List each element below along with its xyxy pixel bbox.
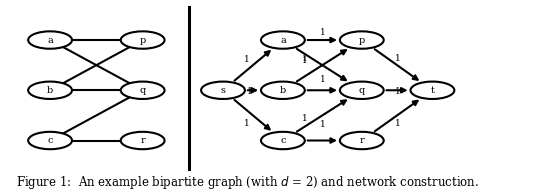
Circle shape: [201, 82, 245, 99]
Text: 1: 1: [301, 114, 307, 123]
Text: 1: 1: [394, 87, 400, 96]
Circle shape: [340, 82, 384, 99]
Text: 1: 1: [301, 54, 307, 63]
Text: b: b: [280, 86, 286, 95]
Text: p: p: [358, 35, 365, 44]
Circle shape: [28, 31, 72, 49]
Circle shape: [28, 132, 72, 149]
Text: 1: 1: [394, 119, 400, 128]
Text: 1: 1: [247, 87, 252, 96]
Circle shape: [28, 82, 72, 99]
Circle shape: [261, 82, 305, 99]
Circle shape: [340, 132, 384, 149]
Text: 1: 1: [394, 54, 400, 63]
Text: Figure 1:  An example bipartite graph (with $d$ = 2) and network construction.: Figure 1: An example bipartite graph (wi…: [16, 174, 479, 191]
Text: 1: 1: [301, 56, 307, 65]
Text: p: p: [139, 35, 146, 44]
Circle shape: [121, 132, 164, 149]
Text: q: q: [139, 86, 146, 95]
Circle shape: [261, 31, 305, 49]
Text: c: c: [280, 136, 286, 145]
Circle shape: [411, 82, 454, 99]
Circle shape: [261, 132, 305, 149]
Text: q: q: [358, 86, 365, 95]
Text: r: r: [360, 136, 364, 145]
Text: t: t: [430, 86, 434, 95]
Text: r: r: [140, 136, 145, 145]
Text: b: b: [47, 86, 53, 95]
Text: 1: 1: [244, 119, 249, 128]
Text: 1: 1: [319, 74, 325, 83]
Text: 1: 1: [244, 55, 249, 64]
Circle shape: [340, 31, 384, 49]
Circle shape: [121, 31, 164, 49]
Text: a: a: [47, 35, 53, 44]
Text: a: a: [280, 35, 286, 44]
Text: 1: 1: [319, 120, 325, 129]
Text: 1: 1: [319, 28, 325, 37]
Text: c: c: [47, 136, 53, 145]
Circle shape: [121, 82, 164, 99]
Text: s: s: [220, 86, 226, 95]
